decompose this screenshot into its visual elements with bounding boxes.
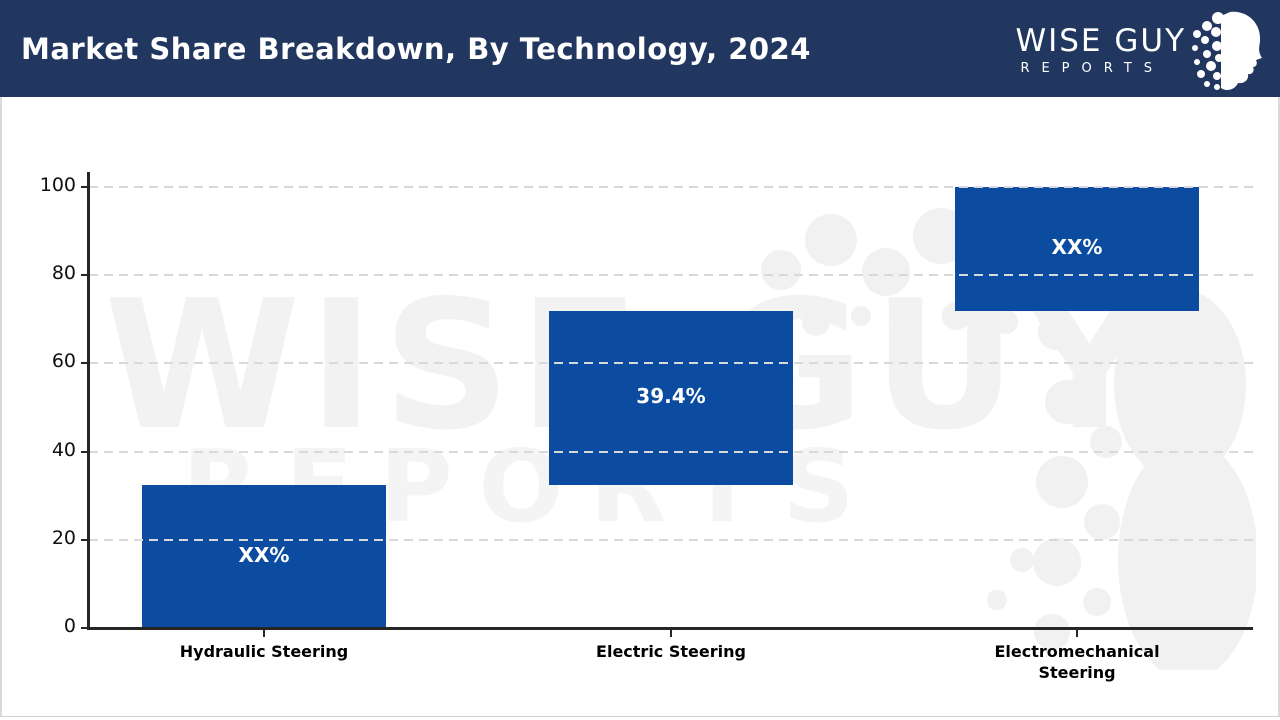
- gridline: [89, 362, 1253, 365]
- y-tick-label: 100: [39, 174, 76, 196]
- bar-segment: [142, 485, 386, 628]
- brand-logo: WISE GUY REPORTS: [1015, 8, 1264, 92]
- page-title: Market Share Breakdown, By Technology, 2…: [21, 31, 811, 66]
- logo-face-icon: [1192, 11, 1262, 91]
- y-tick-mark: [81, 450, 89, 453]
- bar-value-label: XX%: [238, 542, 290, 567]
- logo-wordmark: WISE GUY: [1015, 23, 1186, 59]
- x-category-label: Hydraulic Steering: [179, 642, 349, 661]
- y-tick-label: 80: [51, 262, 76, 285]
- y-tick-mark: [81, 186, 89, 188]
- gridline: [89, 274, 1253, 277]
- x-category-label: Electromechanical Steering: [994, 642, 1160, 682]
- y-tick-label: 20: [51, 526, 76, 549]
- y-axis-line: [87, 172, 90, 630]
- y-tick-mark: [81, 274, 89, 277]
- gridline: [89, 186, 1253, 188]
- bar-segment: [549, 311, 793, 486]
- x-tick-mark: [263, 629, 265, 637]
- x-tick-mark: [1076, 629, 1078, 637]
- logo-subtitle: REPORTS: [1020, 61, 1165, 76]
- x-tick-mark: [670, 629, 672, 637]
- y-tick-label: 40: [51, 438, 76, 461]
- y-tick-mark: [81, 538, 89, 541]
- bar-value-label: 39.4%: [636, 384, 706, 409]
- x-axis-line: [87, 627, 1253, 630]
- bar-value-label: XX%: [1051, 235, 1103, 260]
- gridline: [89, 450, 1253, 453]
- y-tick-mark: [81, 362, 89, 365]
- y-tick-mark: [81, 627, 89, 629]
- y-tick-label: 60: [51, 350, 76, 373]
- x-category-label: Electric Steering: [596, 642, 746, 661]
- header: Market Share Breakdown, By Technology, 2…: [0, 0, 1280, 97]
- y-tick-label: 0: [63, 615, 76, 637]
- gridline: [89, 538, 1253, 541]
